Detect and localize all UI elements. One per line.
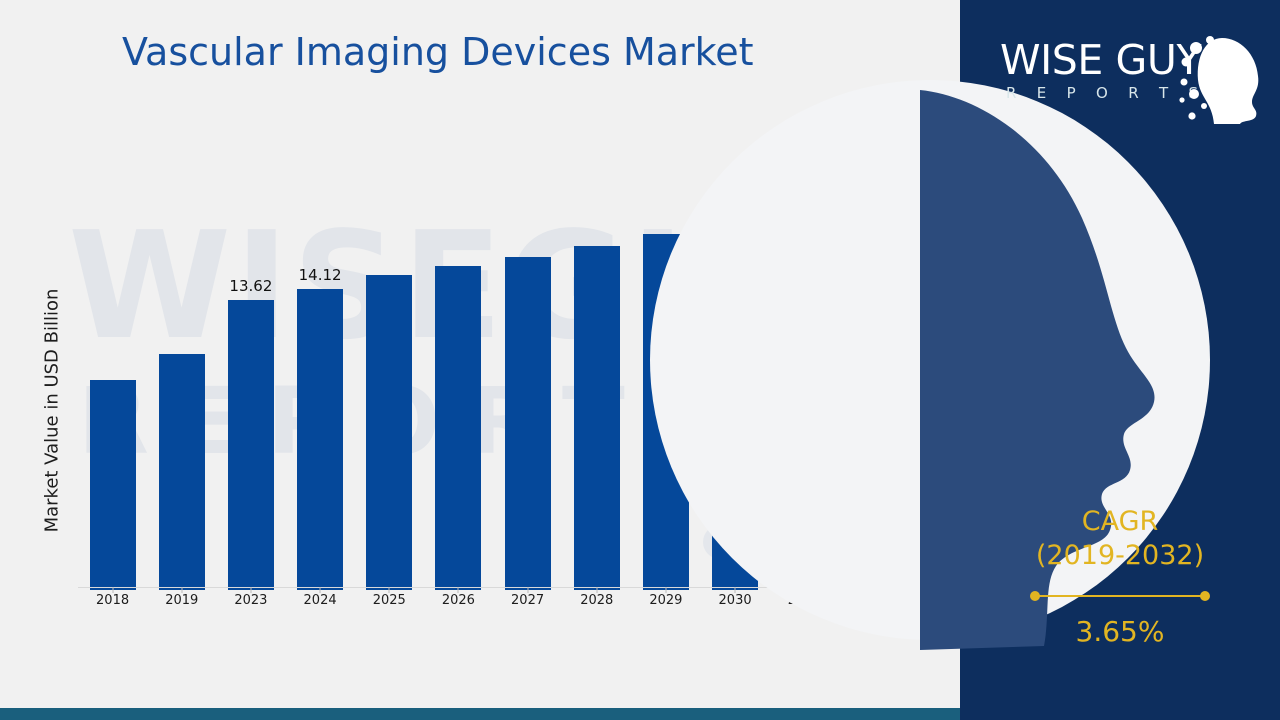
bar-2019 [158, 354, 205, 590]
bar-2018 [89, 380, 136, 590]
page-title: Vascular Imaging Devices Market [122, 30, 754, 74]
bar-value-label-2023: 13.62 [229, 277, 273, 295]
bottom-accent-strip [0, 708, 960, 720]
x-tick-mark [250, 587, 252, 593]
cagr-label: CAGR [1081, 506, 1159, 537]
bar-group [573, 153, 620, 590]
face-profile-silhouette-icon [920, 90, 1155, 650]
cagr-period: (2019-2032) [1035, 539, 1205, 571]
x-axis-tick-2027: 2027 [511, 593, 545, 608]
cagr-divider [1030, 590, 1210, 601]
x-tick-mark [734, 587, 736, 593]
cagr-block: CAGR (2019-2032) 3.65% [960, 505, 1280, 648]
x-tick-mark [596, 587, 598, 593]
bar-group: 14.12 [297, 153, 344, 590]
bar-group [504, 153, 551, 590]
bar-2027 [504, 257, 551, 590]
x-tick-mark [457, 587, 459, 593]
divider-dot-right [1200, 590, 1210, 601]
x-axis-tick-2019: 2019 [165, 593, 199, 608]
bar-group: 13.62 [227, 153, 274, 590]
bar-2028 [573, 246, 620, 590]
x-axis-tick-2024: 2024 [303, 593, 337, 608]
x-axis-tick-2023: 2023 [234, 593, 268, 608]
logo-head-icon [1179, 36, 1259, 124]
bar-2023 [227, 300, 274, 590]
x-tick-mark [181, 587, 183, 593]
bar-value-label-2024: 14.12 [298, 266, 342, 284]
x-axis-tick-2030: 2030 [718, 593, 752, 608]
logo-subwordmark: R E P O R T S [1006, 84, 1206, 102]
bar-2026 [435, 266, 482, 590]
bar-group [158, 153, 205, 590]
x-axis-tick-2028: 2028 [580, 593, 614, 608]
bar-2025 [366, 275, 413, 590]
x-tick-mark [527, 587, 529, 593]
axis-baseline [78, 587, 904, 588]
bar-group [435, 153, 482, 590]
bar-group [366, 153, 413, 590]
x-axis-tick-2029: 2029 [649, 593, 683, 608]
brand-logo: WISE GUY R E P O R T S [1000, 36, 1259, 124]
x-axis-tick-2026: 2026 [441, 593, 475, 608]
x-tick-mark [388, 587, 390, 593]
x-axis-tick-2018: 2018 [96, 593, 130, 608]
x-tick-mark [319, 587, 321, 593]
x-tick-mark [665, 587, 667, 593]
x-tick-mark [112, 587, 114, 593]
bar-group [89, 153, 136, 590]
x-axis-tick-2025: 2025 [372, 593, 406, 608]
cagr-value: 3.65% [1075, 614, 1165, 648]
divider-line [1035, 594, 1205, 597]
y-axis-label: Market Value in USD Billion [41, 288, 63, 533]
bar-2024 [297, 289, 344, 590]
logo-wordmark: WISE GUY [1000, 36, 1202, 84]
